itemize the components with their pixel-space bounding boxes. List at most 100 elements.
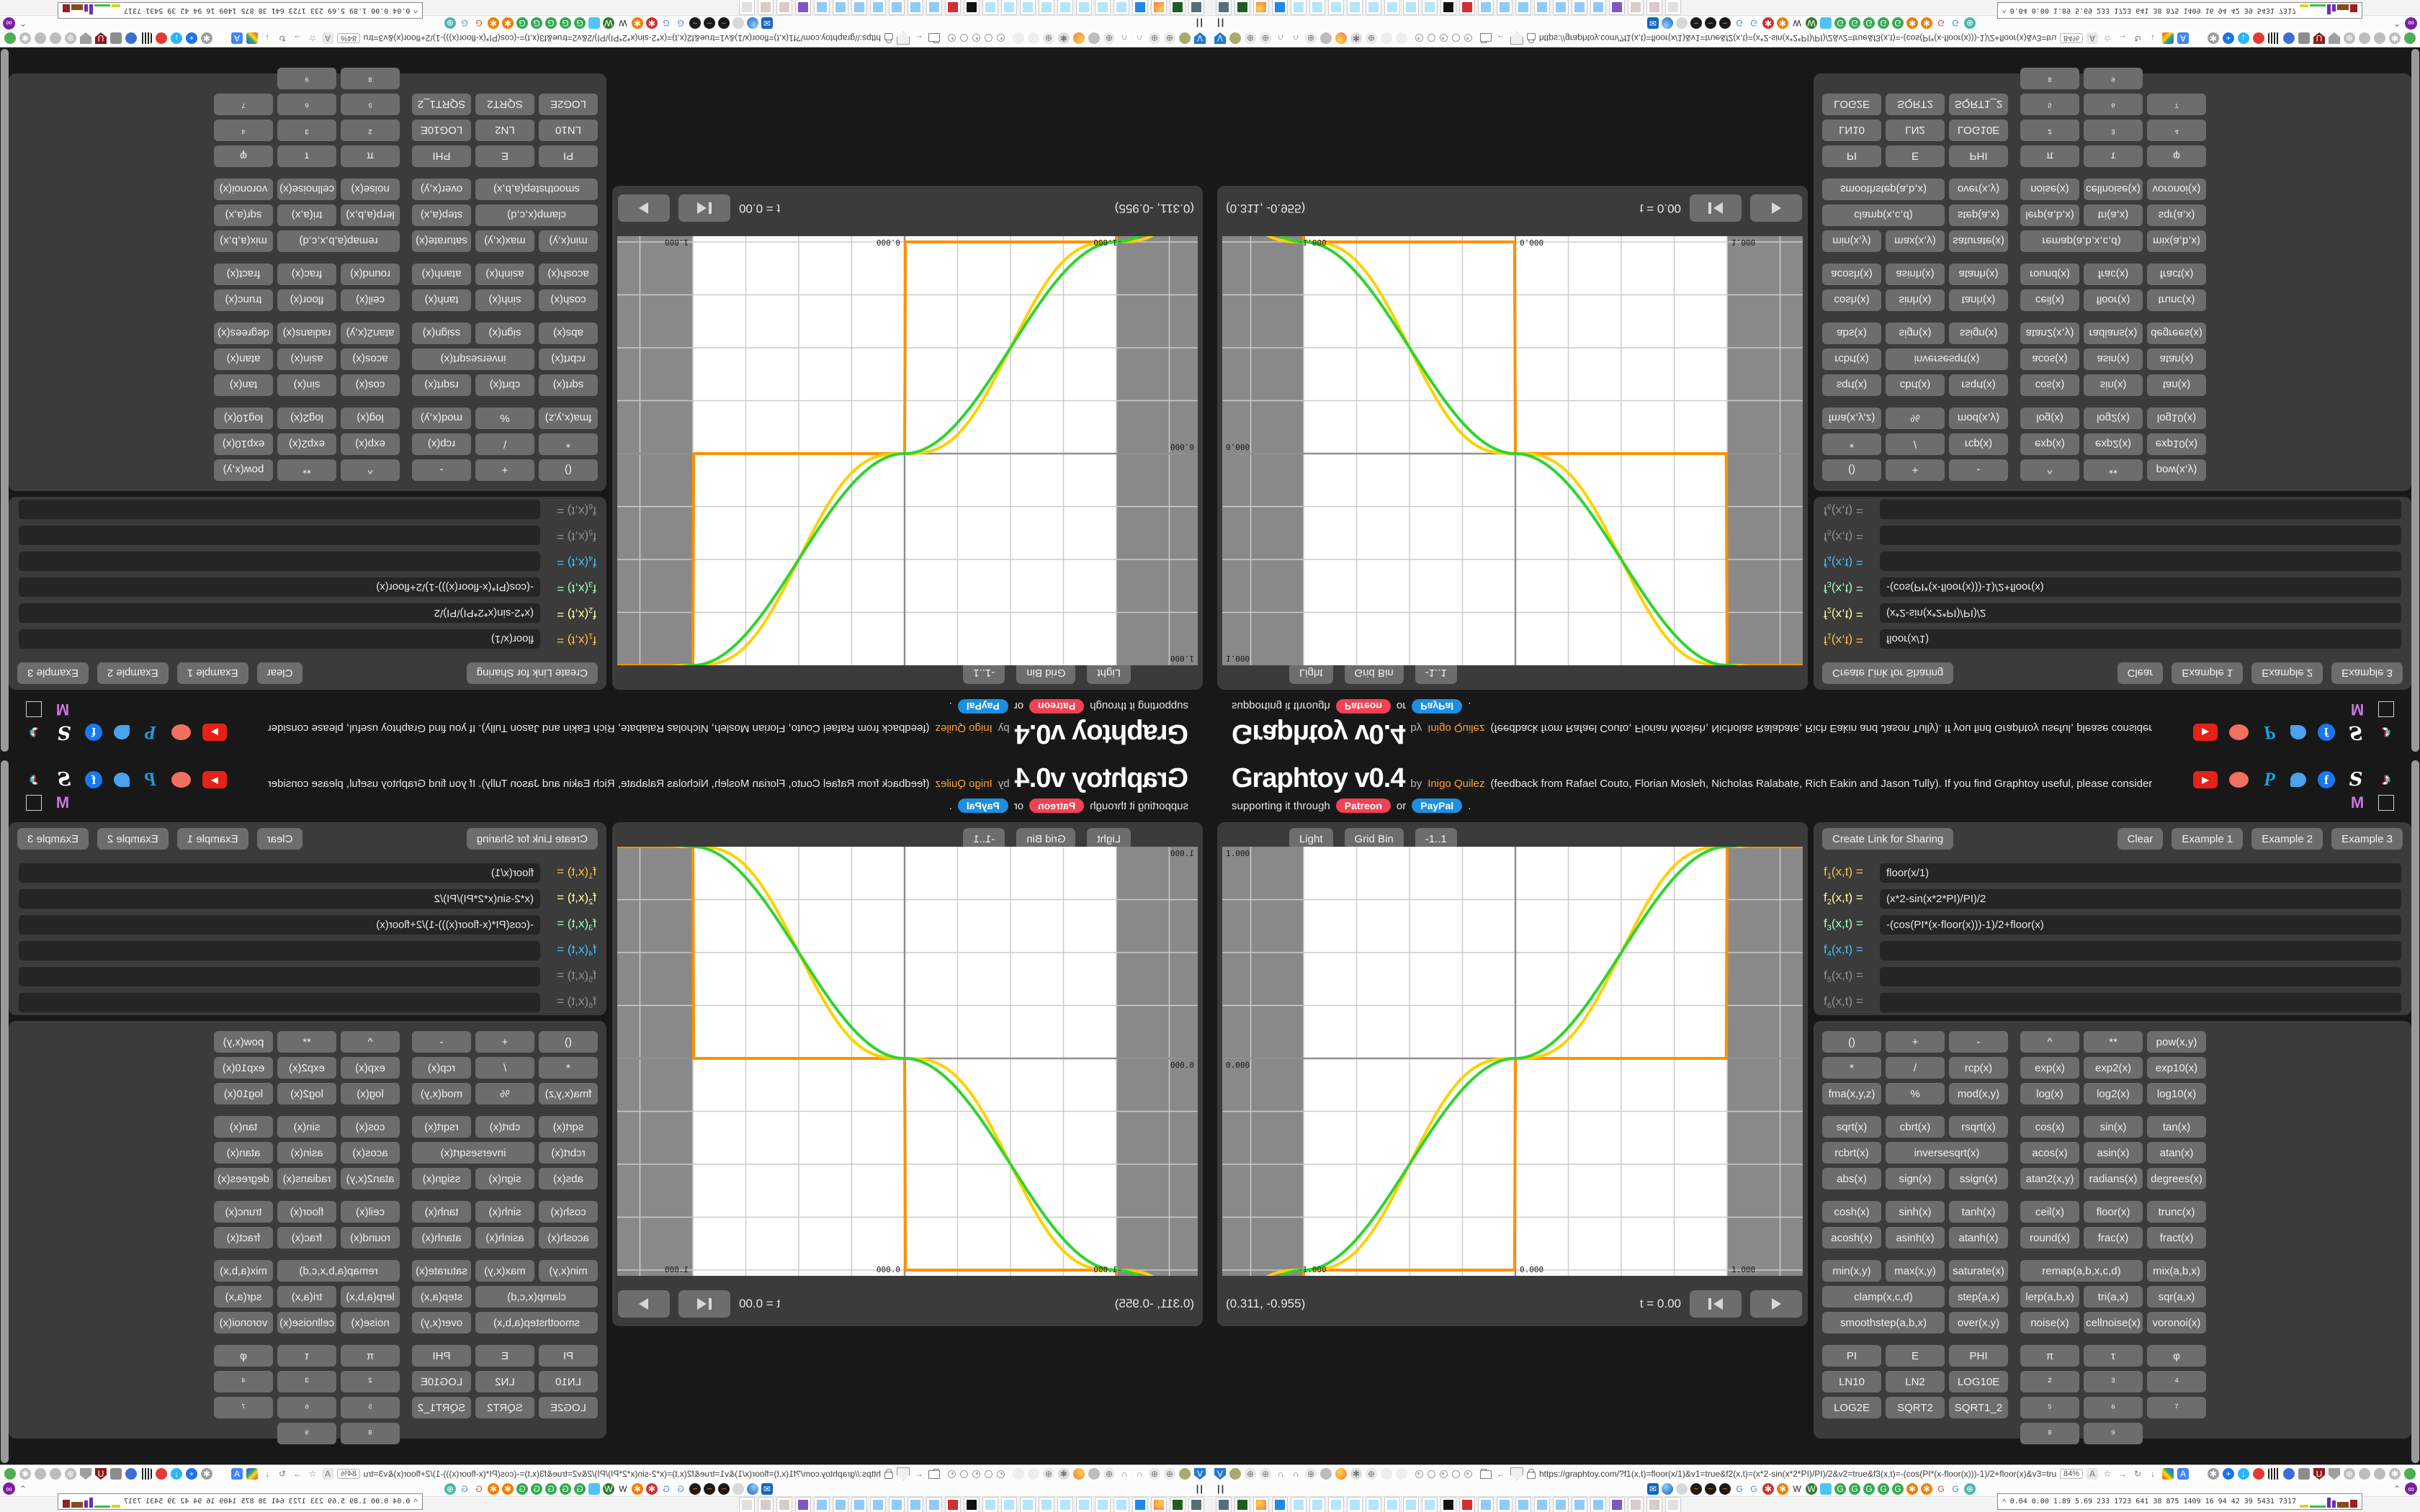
gear-red-icon[interactable]: ✱ xyxy=(646,17,658,29)
tab-cat[interactable] xyxy=(1609,0,1625,15)
fn-button-logx[interactable]: log(x) xyxy=(2020,1083,2079,1104)
twitter-icon[interactable] xyxy=(2290,773,2306,787)
fn-button-powxy[interactable]: pow(x,y) xyxy=(2147,1031,2206,1053)
tiktok-icon[interactable]: ♪ xyxy=(30,723,38,742)
paypal-icon[interactable]: P xyxy=(145,769,156,790)
speaker-muted-icon[interactable] xyxy=(732,17,744,29)
fn-button-overxy[interactable]: over(x,y) xyxy=(1949,179,2008,200)
fn-button-LOG2E[interactable]: LOG2E xyxy=(1822,94,1881,115)
paypal-icon[interactable]: P xyxy=(2264,722,2275,743)
fn-button-[interactable]: ** xyxy=(2084,1031,2143,1053)
fn-button-triax[interactable]: tri(a,x) xyxy=(2084,204,2143,226)
audio-wave-icon[interactable]: ~ xyxy=(1690,17,1702,29)
ghost-extension-icon[interactable] xyxy=(1396,32,1407,44)
thumbs-up-icon[interactable] xyxy=(2359,1468,2370,1480)
fn-button-sinx[interactable]: sin(x) xyxy=(277,1116,336,1138)
capsule-icon[interactable] xyxy=(2192,1468,2204,1480)
fn-button-[interactable]: τ xyxy=(2084,1345,2143,1367)
fn-button-smoothstepabx[interactable]: smoothstep(a,b,x) xyxy=(475,179,598,200)
fn-button-logx[interactable]: log(x) xyxy=(341,408,400,429)
google-icon[interactable]: G xyxy=(1950,17,1961,29)
reload-icon[interactable]: ↻ xyxy=(2133,1469,2142,1479)
mastodon-icon[interactable]: M xyxy=(2350,793,2365,811)
example-2-button[interactable]: Example 2 xyxy=(2251,828,2323,850)
fn-button-triax[interactable]: tri(a,x) xyxy=(277,204,336,226)
fn-button-signx[interactable]: sign(x) xyxy=(475,323,534,344)
paypal-icon[interactable]: P xyxy=(145,722,156,743)
olive-extension-icon[interactable] xyxy=(1179,1468,1191,1480)
barrel-dark-icon[interactable] xyxy=(140,1468,152,1480)
fn-button-cbrtx[interactable]: cbrt(x) xyxy=(475,374,534,396)
colorpicker-icon[interactable] xyxy=(2162,32,2174,44)
tab-notepad[interactable] xyxy=(1291,0,1307,15)
fn-button-exp2x[interactable]: exp2(x) xyxy=(277,433,336,455)
fn-button-[interactable]: ⁵ xyxy=(341,94,400,115)
facebook-icon[interactable]: f xyxy=(85,771,102,788)
link-box-icon[interactable] xyxy=(26,795,42,811)
tab-notepad[interactable] xyxy=(1057,1497,1073,1512)
facebook-icon[interactable]: f xyxy=(2318,724,2335,741)
fn-button-[interactable]: ⁴ xyxy=(2147,1371,2206,1392)
gear-icon[interactable]: ✱ xyxy=(1350,32,1362,44)
example-2-button[interactable]: Example 2 xyxy=(2251,662,2323,684)
google-icon[interactable]: G xyxy=(1935,1483,1947,1495)
google-green-icon[interactable]: G xyxy=(574,17,586,29)
tab-calculator[interactable] xyxy=(1515,0,1531,15)
fn-button-tanhx[interactable]: tanh(x) xyxy=(1949,1201,2008,1223)
fn-button-rcpx[interactable]: rcp(x) xyxy=(1949,433,2008,455)
headset-icon[interactable]: ∩ xyxy=(1290,1468,1301,1480)
fn-button-exp10x[interactable]: exp10(x) xyxy=(214,433,273,455)
fn-button-[interactable]: τ xyxy=(2084,145,2143,167)
formula-input-4[interactable] xyxy=(1880,552,2401,572)
tab-firefox[interactable] xyxy=(1151,0,1167,15)
fn-button-smoothstepabx[interactable]: smoothstep(a,b,x) xyxy=(1822,179,1945,200)
google-green-icon[interactable]: G xyxy=(560,1483,571,1495)
fn-button-inversesqrtx[interactable]: inversesqrt(x) xyxy=(412,348,534,370)
fn-button-coshx[interactable]: cosh(x) xyxy=(1822,289,1881,311)
wikipedia-icon[interactable]: W xyxy=(617,1483,629,1495)
formula-input-2[interactable]: (x*2-sin(x*2*PI)/PI)/2 xyxy=(1880,888,2401,909)
speaker-muted-icon[interactable] xyxy=(1676,1483,1688,1495)
fn-button-modxy[interactable]: mod(x,y) xyxy=(1949,1083,2008,1104)
fn-button-PI[interactable]: PI xyxy=(539,1345,598,1367)
fn-button-PI[interactable]: PI xyxy=(1822,1345,1881,1367)
fn-button-inversesqrtx[interactable]: inversesqrt(x) xyxy=(412,1142,534,1164)
fn-button-truncx[interactable]: trunc(x) xyxy=(2147,289,2206,311)
google-green-icon[interactable]: G xyxy=(1892,17,1904,29)
gear-icon[interactable]: ✱ xyxy=(19,1468,31,1480)
back-arrow-icon[interactable]: ← xyxy=(1497,1469,1505,1479)
range-button[interactable]: -1..1 xyxy=(963,662,1005,684)
window-dot-icon[interactable] xyxy=(960,34,968,42)
tracking-shield-icon[interactable] xyxy=(897,1467,910,1480)
vivaldi-shield-icon[interactable]: V xyxy=(1194,1468,1206,1480)
tab-firefox[interactable] xyxy=(1253,1497,1269,1512)
window-dot-icon[interactable] xyxy=(1428,34,1435,42)
fn-button-[interactable]: () xyxy=(539,1031,598,1053)
fn-button-voronoix[interactable]: voronoi(x) xyxy=(214,179,273,200)
tab-notepad[interactable] xyxy=(1291,1497,1307,1512)
globe-icon[interactable]: ⊕ xyxy=(1245,1468,1256,1480)
fn-button-fmaxyz[interactable]: fma(x,y,z) xyxy=(1822,408,1881,429)
fn-button-tanx[interactable]: tan(x) xyxy=(214,374,273,396)
fn-button-[interactable]: - xyxy=(412,1031,471,1053)
globe-icon[interactable]: ⊕ xyxy=(1366,1468,1377,1480)
fn-button-[interactable]: / xyxy=(1886,433,1945,455)
add-blue-icon[interactable]: + xyxy=(2223,32,2234,44)
fn-button-E[interactable]: E xyxy=(1886,145,1945,167)
blue-wheel-icon[interactable] xyxy=(125,32,137,44)
tab-notepad[interactable] xyxy=(1095,0,1111,15)
rewind-button[interactable] xyxy=(678,1290,730,1318)
fn-button-tanx[interactable]: tan(x) xyxy=(214,1116,273,1138)
fn-button-fracx[interactable]: frac(x) xyxy=(2084,264,2143,285)
firefox-icon[interactable] xyxy=(1073,1468,1085,1480)
globe-icon[interactable]: ⊕ xyxy=(1245,32,1256,44)
fn-button-acoshx[interactable]: acosh(x) xyxy=(1822,264,1881,285)
fn-button-rcbrtx[interactable]: rcbrt(x) xyxy=(1822,1142,1881,1164)
fn-button-asinx[interactable]: asin(x) xyxy=(2084,348,2143,370)
tab-calculator[interactable] xyxy=(1553,1497,1569,1512)
tab-notepad[interactable] xyxy=(1039,0,1054,15)
fn-button-[interactable]: ^ xyxy=(2020,1031,2079,1053)
formula-input-1[interactable]: floor(x/1) xyxy=(1880,629,2401,649)
fn-button-cbrtx[interactable]: cbrt(x) xyxy=(1886,374,1945,396)
fn-button-maxxy[interactable]: max(x,y) xyxy=(475,1260,534,1282)
